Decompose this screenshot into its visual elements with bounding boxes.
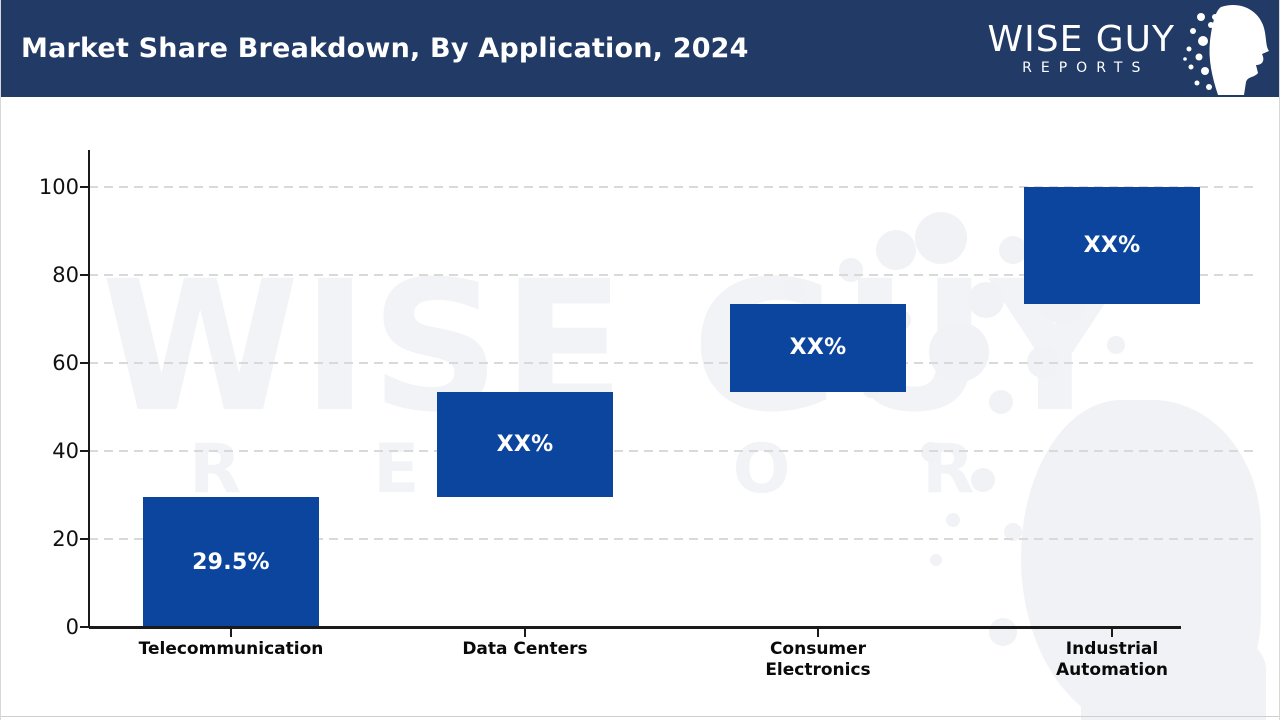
x-tick-label-industrial-automation: Industrial Automation <box>1056 639 1168 681</box>
watermark-dot <box>921 442 941 462</box>
watermark-dot <box>1036 575 1058 597</box>
watermark-face-neck <box>1081 640 1266 720</box>
watermark-dot <box>839 258 863 282</box>
gridline-y-60 <box>89 362 1254 364</box>
bar-value-label-data-centers: XX% <box>496 432 554 458</box>
bar-data-centers: XX% <box>437 392 613 498</box>
x-tick-mark-data-centers <box>524 629 526 637</box>
y-tick-label-20: 20 <box>52 527 79 551</box>
y-tick-mark-80 <box>80 274 89 276</box>
x-axis-spine <box>89 626 1181 629</box>
watermark-dot <box>989 618 1017 646</box>
gridline-y-80 <box>89 274 1254 276</box>
y-tick-label-0: 0 <box>65 615 79 639</box>
watermark-dot <box>989 390 1013 414</box>
brand-logo: WISE GUY REPORTS <box>988 0 1274 97</box>
y-tick-label-100: 100 <box>38 175 79 199</box>
bar-consumer-electronics: XX% <box>730 303 906 393</box>
y-tick-label-40: 40 <box>52 439 79 463</box>
x-tick-mark-consumer-electronics <box>817 629 819 637</box>
x-tick-label-line: Electronics <box>765 660 871 680</box>
watermark-dot <box>783 280 803 300</box>
page-title: Market Share Breakdown, By Application, … <box>21 33 749 64</box>
watermark-dot <box>1004 523 1022 541</box>
x-tick-label-consumer-electronics: Consumer Electronics <box>765 639 870 681</box>
watermark-dot <box>929 322 989 382</box>
watermark-dot <box>915 212 967 264</box>
bar-value-label-industrial-automation: XX% <box>1083 232 1141 258</box>
x-tick-label-line: Automation <box>1056 660 1168 680</box>
x-tick-label-telecommunication: Telecommunication <box>139 639 324 660</box>
watermark-dot <box>930 554 942 566</box>
brand-name: WISE GUY <box>987 19 1175 61</box>
gridline-y-100 <box>89 186 1254 188</box>
bottom-frame-line <box>1 716 1279 717</box>
x-tick-label-line: Telecommunication <box>138 639 324 659</box>
header-band: Market Share Breakdown, By Application, … <box>1 0 1279 97</box>
x-tick-mark-industrial-automation <box>1111 629 1113 637</box>
bar-industrial-automation: XX% <box>1024 187 1200 304</box>
watermark-dot <box>999 236 1027 264</box>
y-tick-mark-100 <box>80 186 89 188</box>
y-axis-spine <box>88 150 90 628</box>
gridline-y-20 <box>89 538 1254 540</box>
y-tick-mark-0 <box>80 626 89 628</box>
y-tick-mark-60 <box>80 362 89 364</box>
y-tick-label-80: 80 <box>52 263 79 287</box>
bar-value-label-consumer-electronics: XX% <box>789 335 847 361</box>
bar-value-label-telecommunication: 29.5% <box>192 549 270 575</box>
y-tick-mark-20 <box>80 538 89 540</box>
brand-logo-text: WISE GUY REPORTS <box>988 21 1176 76</box>
brand-face-icon <box>1183 4 1269 95</box>
watermark-dot <box>876 230 916 270</box>
watermark-dot <box>968 282 1004 318</box>
x-tick-label-line: Industrial <box>1065 639 1159 659</box>
bar-telecommunication: 29.5% <box>143 497 319 627</box>
brand-subtitle: REPORTS <box>1022 59 1150 76</box>
watermark-dot <box>1107 336 1125 354</box>
watermark-dot <box>946 513 960 527</box>
x-tick-label-line: Data Centers <box>462 639 588 659</box>
gridline-y-40 <box>89 450 1254 452</box>
watermark-dot <box>1063 642 1083 662</box>
watermark-dot <box>971 468 995 492</box>
x-tick-label-data-centers: Data Centers <box>462 639 587 660</box>
x-tick-mark-telecommunication <box>230 629 232 637</box>
y-tick-mark-40 <box>80 450 89 452</box>
y-tick-label-60: 60 <box>52 351 79 375</box>
x-tick-label-line: Consumer <box>769 639 867 659</box>
